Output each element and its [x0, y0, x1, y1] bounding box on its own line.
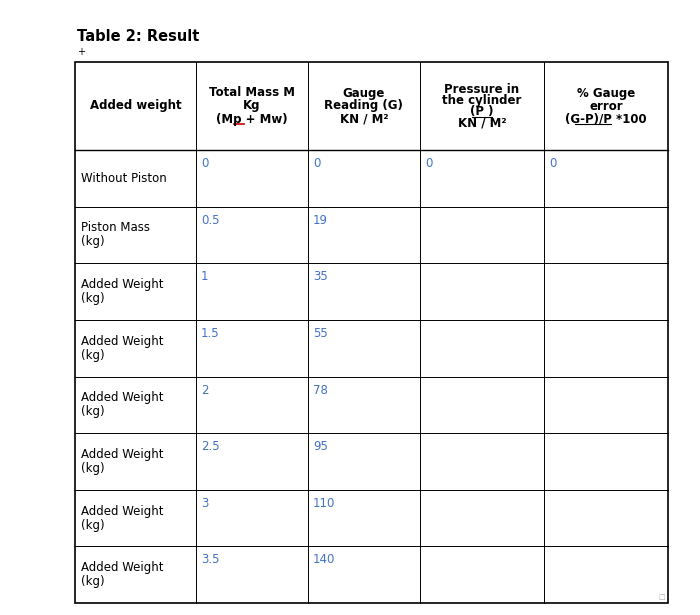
- Text: □: □: [659, 594, 665, 600]
- Text: 3.5: 3.5: [201, 554, 220, 566]
- Text: 2.5: 2.5: [201, 440, 220, 453]
- Text: 95: 95: [313, 440, 328, 453]
- Text: KN / M²: KN / M²: [340, 113, 389, 125]
- Text: Added Weight: Added Weight: [81, 561, 164, 574]
- Text: (Mp + Mw): (Mp + Mw): [216, 113, 288, 125]
- Text: 35: 35: [313, 270, 328, 284]
- Text: (kg): (kg): [81, 349, 104, 362]
- Text: 1: 1: [201, 270, 209, 284]
- Text: 0: 0: [313, 157, 321, 170]
- Text: 19: 19: [313, 213, 328, 226]
- Text: KN / M²: KN / M²: [458, 116, 506, 129]
- Text: Added weight: Added weight: [90, 100, 181, 113]
- Text: Gauge: Gauge: [343, 87, 385, 100]
- Text: Total Mass M: Total Mass M: [209, 87, 295, 100]
- Text: 110: 110: [313, 497, 335, 510]
- Text: 0: 0: [425, 157, 433, 170]
- Text: Added Weight: Added Weight: [81, 391, 164, 404]
- Text: Added Weight: Added Weight: [81, 448, 164, 461]
- Text: (G-P)/P *100: (G-P)/P *100: [565, 113, 647, 125]
- Text: error: error: [589, 100, 623, 113]
- Text: 55: 55: [313, 327, 328, 340]
- Text: 78: 78: [313, 384, 328, 397]
- Text: 0: 0: [549, 157, 557, 170]
- Text: 140: 140: [313, 554, 335, 566]
- Text: 3: 3: [201, 497, 209, 510]
- Text: (kg): (kg): [81, 575, 104, 588]
- Text: +: +: [77, 47, 85, 57]
- Text: Pressure in: Pressure in: [444, 83, 519, 96]
- Text: (P ): (P ): [470, 105, 494, 118]
- Text: Added Weight: Added Weight: [81, 278, 164, 291]
- Text: Added Weight: Added Weight: [81, 504, 164, 518]
- Text: Table 2: Result: Table 2: Result: [77, 29, 200, 44]
- Text: Added Weight: Added Weight: [81, 335, 164, 347]
- Text: Reading (G): Reading (G): [325, 100, 403, 113]
- Bar: [75, 62, 668, 603]
- Text: (kg): (kg): [81, 405, 104, 418]
- Text: (kg): (kg): [81, 518, 104, 531]
- Text: 0.5: 0.5: [201, 213, 220, 226]
- Text: 0: 0: [201, 157, 209, 170]
- Text: 1.5: 1.5: [201, 327, 220, 340]
- Text: Kg: Kg: [243, 100, 260, 113]
- Text: (kg): (kg): [81, 292, 104, 305]
- Text: % Gauge: % Gauge: [577, 87, 635, 100]
- Text: (kg): (kg): [81, 236, 104, 248]
- Text: 2: 2: [201, 384, 209, 397]
- Text: (kg): (kg): [81, 462, 104, 475]
- Text: Piston Mass: Piston Mass: [81, 221, 150, 234]
- Text: the cylinder: the cylinder: [442, 94, 522, 107]
- Text: Without Piston: Without Piston: [81, 172, 167, 185]
